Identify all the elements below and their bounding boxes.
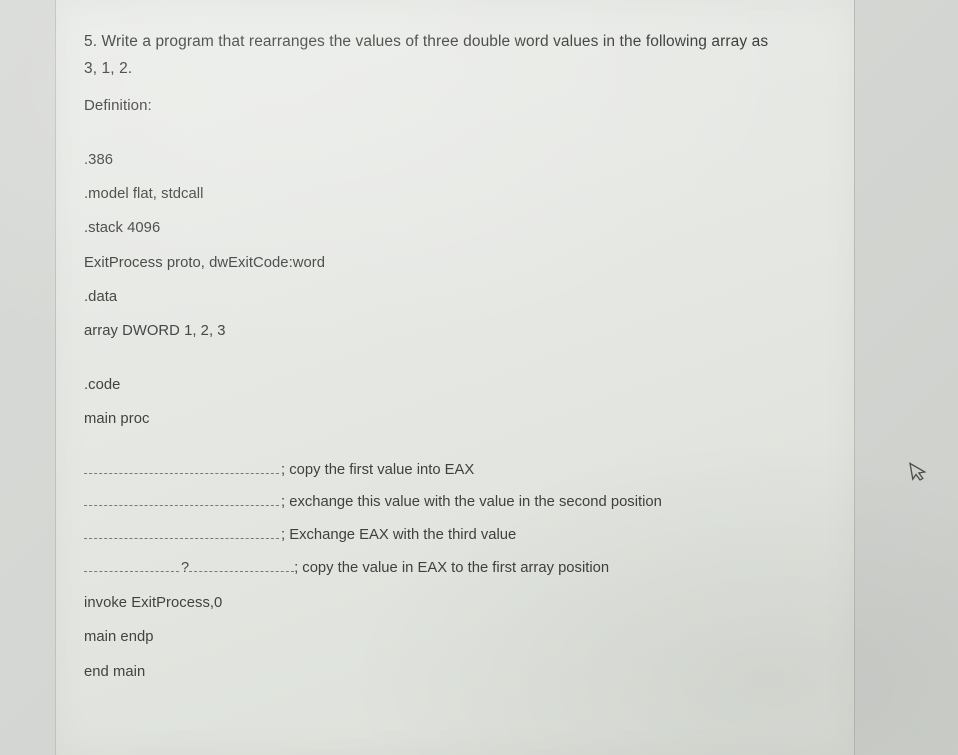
- comment-2: ; exchange this value with the value in …: [281, 494, 662, 510]
- invoke-exitprocess: invoke ExitProcess,0: [84, 592, 826, 614]
- array-declaration: array DWORD 1, 2, 3: [84, 320, 826, 342]
- comment-3: ; Exchange EAX with the third value: [281, 527, 516, 543]
- definition-label: Definition:: [84, 95, 826, 118]
- directive-model: .model flat, stdcall: [84, 183, 826, 205]
- question-text-line2: 3, 1, 2.: [84, 57, 826, 80]
- directive-386: .386: [84, 149, 826, 171]
- blank-2[interactable]: [84, 493, 279, 506]
- question-text-line1: 5. Write a program that rearranges the v…: [84, 30, 826, 53]
- fill-row-1: ; copy the first value into EAX: [84, 459, 826, 482]
- directive-exitprocess-proto: ExitProcess proto, dwExitCode:word: [84, 252, 826, 274]
- fill-row-2: ; exchange this value with the value in …: [84, 491, 826, 514]
- main-proc: main proc: [84, 408, 826, 430]
- comment-1: ; copy the first value into EAX: [281, 462, 474, 478]
- directive-code: .code: [84, 374, 826, 396]
- blank-3[interactable]: [84, 526, 279, 539]
- document-page: 5. Write a program that rearranges the v…: [55, 0, 855, 755]
- comment-4: ; copy the value in EAX to the first arr…: [294, 560, 609, 576]
- fill-row-3: ; Exchange EAX with the third value: [84, 524, 826, 547]
- cursor-icon: [908, 459, 931, 490]
- blank-4a[interactable]: [84, 559, 179, 572]
- blank-1[interactable]: [84, 460, 279, 473]
- main-endp: main endp: [84, 626, 826, 648]
- blank-4b[interactable]: [189, 559, 294, 572]
- question-mark: ?: [181, 560, 189, 576]
- directive-stack: .stack 4096: [84, 217, 826, 239]
- directive-data: .data: [84, 286, 826, 308]
- end-main: end main: [84, 661, 826, 683]
- fill-row-4: ? ; copy the value in EAX to the first ar…: [84, 557, 826, 580]
